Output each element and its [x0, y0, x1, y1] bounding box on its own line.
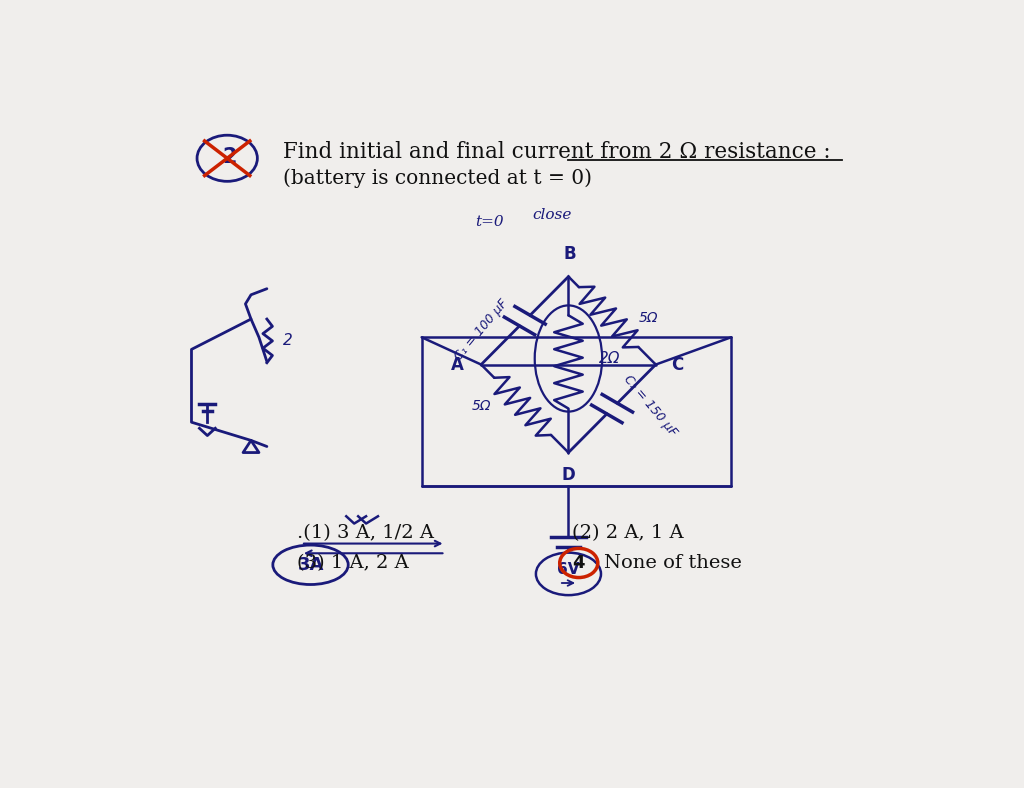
Text: C₂ = 150 μF: C₂ = 150 μF: [621, 373, 680, 439]
Text: C₁ = 100 μF: C₁ = 100 μF: [452, 296, 510, 362]
Text: close: close: [532, 208, 572, 221]
Text: A: A: [451, 355, 464, 374]
Text: C: C: [672, 355, 684, 374]
Text: (3) 1 A, 2 A: (3) 1 A, 2 A: [297, 554, 409, 572]
Text: (battery is connected at t = 0): (battery is connected at t = 0): [283, 169, 592, 188]
Text: None of these: None of these: [604, 554, 742, 572]
Text: 5Ω: 5Ω: [638, 311, 657, 325]
Text: 2: 2: [222, 147, 237, 167]
Text: 4: 4: [572, 554, 585, 572]
Text: Find initial and final current from 2 Ω resistance :: Find initial and final current from 2 Ω …: [283, 141, 830, 163]
Text: 5Ω: 5Ω: [472, 399, 492, 413]
Text: .(1) 3 A, 1/2 A: .(1) 3 A, 1/2 A: [297, 524, 434, 541]
Text: (2) 2 A, 1 A: (2) 2 A, 1 A: [572, 524, 684, 541]
Text: 3A: 3A: [297, 556, 324, 574]
Text: 2: 2: [283, 333, 293, 348]
Text: D: D: [561, 466, 575, 484]
Text: B: B: [564, 245, 577, 263]
Text: t=0: t=0: [475, 215, 504, 229]
FancyBboxPatch shape: [128, 95, 922, 701]
Text: 6V: 6V: [557, 562, 580, 577]
Text: 2Ω: 2Ω: [599, 351, 620, 366]
